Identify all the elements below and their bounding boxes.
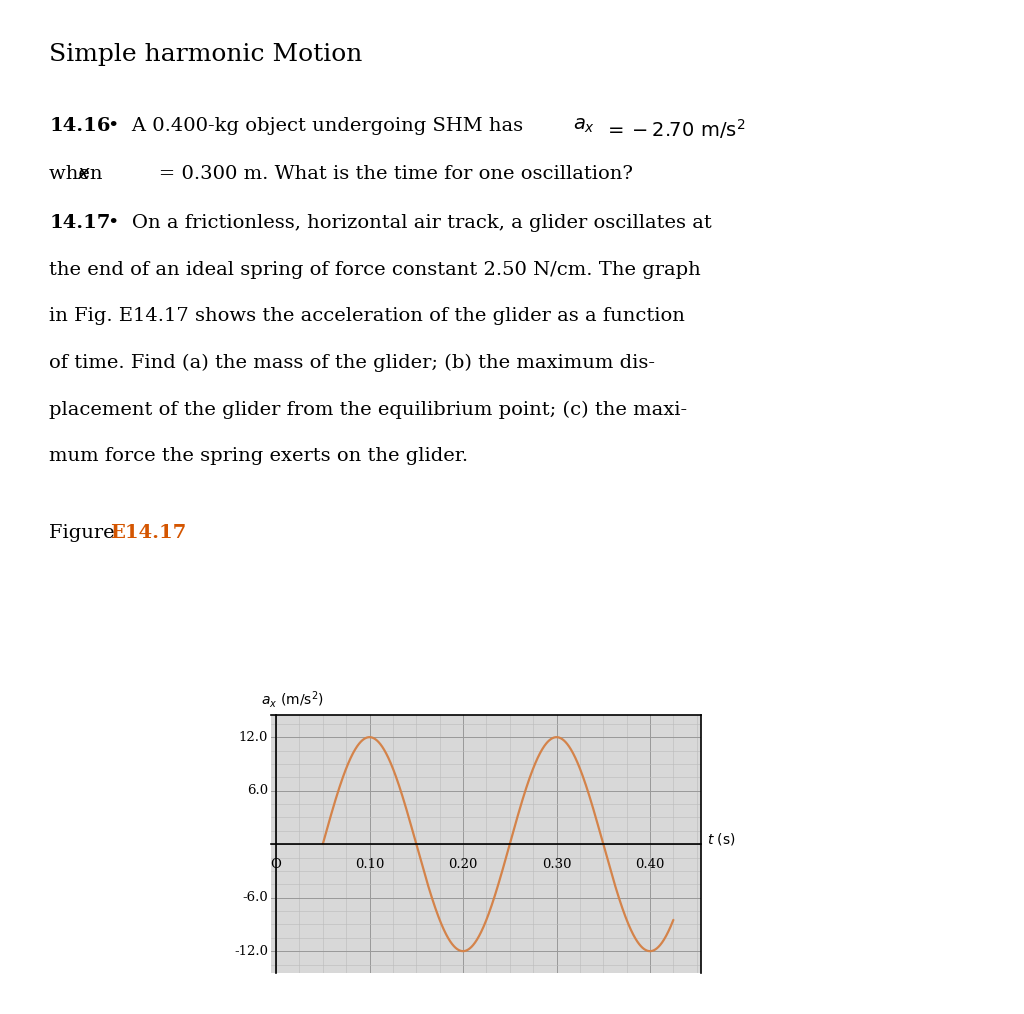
Text: 6.0: 6.0 bbox=[247, 784, 268, 797]
Text: 0.40: 0.40 bbox=[635, 859, 665, 871]
Text: Simple harmonic Motion: Simple harmonic Motion bbox=[49, 43, 362, 66]
Text: $a_x$: $a_x$ bbox=[573, 117, 596, 135]
Text: E14.17: E14.17 bbox=[110, 524, 185, 542]
Text: -12.0: -12.0 bbox=[233, 945, 268, 957]
Text: Figure: Figure bbox=[49, 524, 121, 542]
Text: 0.30: 0.30 bbox=[542, 859, 571, 871]
Text: when         = 0.300 m. What is the time for one oscillation?: when = 0.300 m. What is the time for one… bbox=[49, 165, 633, 184]
Text: 0.20: 0.20 bbox=[449, 859, 478, 871]
Text: $t\ \mathrm{(s)}$: $t\ \mathrm{(s)}$ bbox=[707, 831, 735, 847]
Text: 14.16: 14.16 bbox=[49, 117, 111, 135]
Text: •  On a frictionless, horizontal air track, a glider oscillates at: • On a frictionless, horizontal air trac… bbox=[108, 214, 712, 232]
Text: 14.17: 14.17 bbox=[49, 214, 111, 232]
Text: •  A 0.400-kg object undergoing SHM has: • A 0.400-kg object undergoing SHM has bbox=[108, 117, 528, 135]
Text: -6.0: -6.0 bbox=[242, 891, 268, 904]
Text: mum force the spring exerts on the glider.: mum force the spring exerts on the glide… bbox=[49, 447, 468, 465]
Text: of time. Find (a) the mass of the glider; (b) the maximum dis-: of time. Find (a) the mass of the glider… bbox=[49, 354, 655, 372]
Text: in Fig. E14.17 shows the acceleration of the glider as a function: in Fig. E14.17 shows the acceleration of… bbox=[49, 307, 685, 325]
Text: $a_x\ \mathrm{(m/s^2)}$: $a_x\ \mathrm{(m/s^2)}$ bbox=[261, 689, 324, 710]
Text: 0.10: 0.10 bbox=[355, 859, 384, 871]
Text: 12.0: 12.0 bbox=[239, 731, 268, 743]
Text: $= -2.70\ \mathrm{m/s}^2$: $= -2.70\ \mathrm{m/s}^2$ bbox=[604, 117, 745, 141]
Text: placement of the glider from the equilibrium point; (c) the maxi-: placement of the glider from the equilib… bbox=[49, 401, 687, 419]
Text: $x$: $x$ bbox=[77, 165, 91, 184]
Text: the end of an ideal spring of force constant 2.50 N/cm. The graph: the end of an ideal spring of force cons… bbox=[49, 261, 700, 279]
Text: O: O bbox=[270, 859, 282, 871]
